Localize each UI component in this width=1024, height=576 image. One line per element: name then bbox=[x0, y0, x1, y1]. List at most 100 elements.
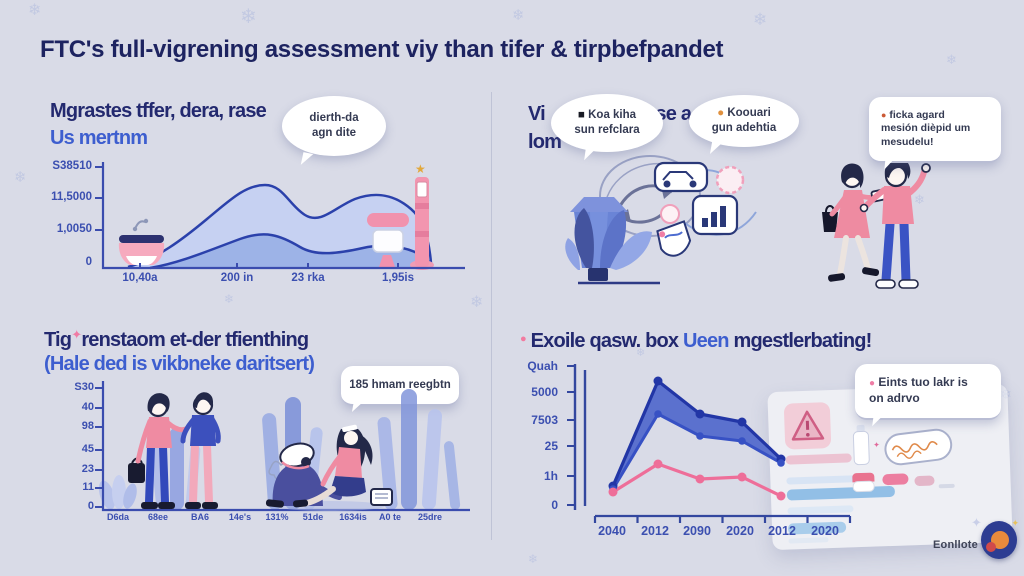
x-tick-label: 10,40a bbox=[122, 272, 158, 284]
bubble-line: ■ Koa kiha bbox=[577, 109, 637, 122]
skeleton-bar bbox=[788, 537, 829, 544]
bubble-line: ● Eints tuo lakr is bbox=[869, 375, 968, 390]
x-tick-label: D6da bbox=[106, 512, 129, 522]
vase-plant-illustration bbox=[565, 197, 660, 285]
bubble-tail bbox=[872, 413, 884, 428]
x-tick-label: 1,95is bbox=[382, 272, 414, 284]
snowflake-icon: ❄ bbox=[14, 169, 27, 186]
star-icon: ★ bbox=[415, 162, 426, 176]
x-tick-label: 23 rka bbox=[291, 272, 325, 284]
y-tick-label: 5000 bbox=[531, 385, 558, 399]
pink-badge-icon bbox=[715, 165, 745, 195]
y-tick-label: 1,0050 bbox=[56, 223, 92, 235]
y-tick-label: Quah bbox=[527, 359, 558, 373]
snowflake-icon: ❄ bbox=[636, 347, 646, 359]
speech-bubble-dierth: dierth-da agn dite bbox=[282, 96, 386, 167]
y-axis-ticks bbox=[567, 365, 575, 506]
pot-illustration bbox=[118, 218, 165, 265]
x-tick-label: 200 in bbox=[220, 272, 254, 284]
handshake-people-illustration bbox=[822, 158, 931, 289]
y-tick-label: 11 bbox=[82, 481, 94, 493]
bubble-tail bbox=[584, 147, 596, 162]
axis-ticks bbox=[95, 166, 399, 268]
top-right-heading-frag3: lom bbox=[528, 131, 562, 153]
x-tick-label: 2020 bbox=[726, 524, 754, 538]
snowflake-icon: ❄ bbox=[512, 7, 525, 24]
column-divider bbox=[491, 92, 492, 540]
sparkle-icon: ✦ bbox=[971, 515, 982, 530]
y-tick-label: 45 bbox=[81, 443, 94, 455]
logo-badge: ✦ bbox=[981, 518, 1019, 559]
y-tick-label: 25 bbox=[544, 439, 558, 453]
bottom-left-subheading: (Hale ded is vikbneke daritsert) bbox=[44, 353, 315, 375]
sparkle-icon: ✦ bbox=[71, 327, 82, 342]
x-tick-label: 2040 bbox=[598, 524, 626, 538]
logo-red-circle bbox=[986, 542, 996, 552]
orange-dot-icon: ● bbox=[717, 107, 725, 120]
area-back bbox=[128, 185, 431, 268]
snowflake-icon: ❄ bbox=[28, 2, 42, 19]
skeleton-ui-card: ✦ bbox=[767, 383, 1013, 551]
x-axis-ruler bbox=[593, 514, 852, 523]
pink-series-dots bbox=[608, 459, 786, 501]
snowflake-icon: ❄ bbox=[753, 10, 768, 29]
bubble-line: 185 hmam reegbtn bbox=[349, 378, 451, 391]
y-tick-label: 0 bbox=[87, 500, 94, 512]
y-tick-label: 1h bbox=[543, 469, 558, 483]
cloud-sketch bbox=[882, 426, 955, 468]
bubble-line: dierth-da bbox=[309, 112, 359, 125]
snowflake-icon: ❄ bbox=[946, 52, 957, 67]
x-tick-label: 2012 bbox=[768, 524, 796, 538]
warning-tile bbox=[783, 402, 832, 450]
street-people-illustration bbox=[128, 392, 393, 511]
shield-icon bbox=[656, 220, 692, 257]
x-tick-label: 131% bbox=[265, 512, 289, 522]
pill-shape bbox=[882, 473, 909, 486]
bottom-left-heading: Tig✦renstaom et-der tfienthing bbox=[44, 327, 309, 351]
process-sketch-illustration bbox=[565, 155, 757, 285]
pink-dot-icon: ● bbox=[520, 333, 527, 345]
x-tick-label: 68ee bbox=[147, 512, 169, 522]
bubble-line: mesión dièpid um bbox=[881, 122, 971, 135]
speech-bubble-ficka: ● ficka agard mesión dièpid um mesudelu! bbox=[869, 97, 1001, 171]
snowflake-icon: ❄ bbox=[240, 6, 257, 28]
sparkle-icon: ✦ bbox=[1011, 518, 1019, 528]
snowflake-icon: ❄ bbox=[914, 192, 925, 207]
mountain-area-chart: ★ bbox=[95, 162, 465, 270]
y-tick-label: 11,5000 bbox=[51, 191, 92, 203]
pink-badge-icon bbox=[660, 204, 680, 224]
speech-bubble-reegbtn: 185 hmam reegbtn bbox=[341, 366, 459, 414]
y-tick-label: 7503 bbox=[531, 413, 558, 427]
speech-bubble-koouari: ● Koouari gun adehtia bbox=[689, 95, 799, 156]
pink-dot-icon: ● bbox=[869, 378, 876, 390]
blue-series-dots bbox=[609, 410, 785, 493]
x-tick-label: 2020 bbox=[811, 524, 839, 538]
band-fill bbox=[613, 381, 781, 489]
y-tick-label: S30 bbox=[74, 381, 94, 393]
x-tick-label: A0 te bbox=[378, 512, 401, 522]
snowflake-icon: ❄ bbox=[224, 292, 235, 306]
bar-chart-icon bbox=[691, 194, 739, 236]
x-tick-label: 25dre bbox=[417, 512, 443, 522]
speech-bubble-eints: ● Eints tuo lakr is on adrvo bbox=[855, 364, 1001, 428]
trend-line-chart bbox=[567, 364, 852, 523]
skeleton-bar bbox=[938, 483, 955, 489]
bubble-line: sun refclara bbox=[574, 124, 640, 136]
black-square-icon: ■ bbox=[577, 109, 585, 122]
x-tick-label: BA6 bbox=[190, 512, 209, 522]
axis-ticks bbox=[95, 387, 103, 508]
y-axis-lines bbox=[573, 364, 587, 510]
x-tick-label: 2012 bbox=[641, 524, 669, 538]
x-tick-label: 51de bbox=[302, 512, 324, 522]
y-tick-label: S38510 bbox=[52, 160, 92, 172]
top-right-heading-frag1: Vi bbox=[528, 103, 546, 125]
y-tick-label: 0 bbox=[85, 256, 92, 268]
page-title: FTC's full-vigrening assessment viy than… bbox=[40, 36, 724, 63]
red-dot-icon: ● bbox=[881, 109, 887, 120]
top-left-subheading: Us mertnm bbox=[50, 127, 148, 149]
snowflake-icon: ❄ bbox=[470, 294, 484, 311]
sparkle-icon: ✦ bbox=[873, 440, 881, 450]
y-tick-label: 0 bbox=[551, 498, 558, 512]
x-tick-label: 14e's bbox=[228, 512, 252, 522]
